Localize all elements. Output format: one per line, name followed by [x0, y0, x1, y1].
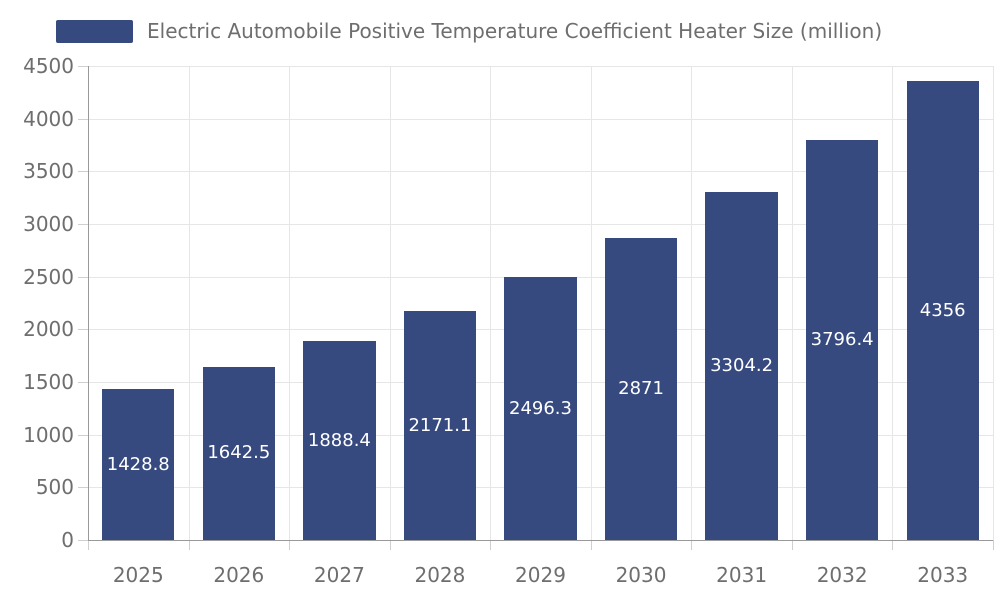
y-tick-label: 3500 [23, 159, 74, 184]
bar-value-label: 2871 [618, 377, 664, 399]
x-tick-label: 2033 [917, 563, 969, 587]
y-tick-label: 3000 [23, 212, 74, 236]
gridline-horizontal [88, 224, 993, 225]
legend-swatch [56, 19, 133, 43]
x-tick-label: 2031 [716, 563, 768, 587]
bar-value-label: 2496.3 [509, 397, 572, 419]
gridline-vertical [289, 66, 291, 540]
bar-value-label: 4356 [919, 299, 966, 321]
y-tick-label: 1000 [23, 422, 74, 447]
x-tick-label: 2030 [615, 563, 667, 587]
legend-label: Electric Automobile Positive Temperature… [147, 19, 883, 43]
x-tick-label: 2032 [816, 563, 868, 587]
bar-value-label: 1888.4 [307, 429, 371, 451]
y-axis-tick [78, 487, 88, 489]
gridline-vertical [993, 66, 994, 540]
y-axis-line [88, 66, 89, 540]
x-axis-tick [188, 540, 190, 550]
x-tick-label: 2027 [313, 563, 365, 587]
gridline-vertical [791, 66, 793, 540]
x-tick-label: 2025 [112, 563, 164, 587]
bar-2032[interactable]: 3796.4 [805, 140, 879, 540]
y-axis-tick [78, 66, 88, 67]
x-axis-tick [791, 540, 793, 550]
gridline-vertical [892, 66, 894, 540]
x-axis-line [88, 540, 993, 541]
y-axis-tick [78, 329, 88, 331]
x-axis-tick [289, 540, 291, 550]
bar-2027[interactable]: 1888.4 [303, 341, 376, 540]
x-tick-label: 2026 [213, 563, 265, 587]
y-axis-tick [78, 276, 88, 278]
bar-value-label: 1642.5 [207, 442, 271, 464]
y-tick-label: 4500 [23, 54, 74, 78]
x-axis-tick [590, 540, 592, 550]
bar-2031[interactable]: 3304.2 [705, 191, 778, 540]
x-tick-label: 2029 [515, 563, 566, 587]
x-axis-tick [389, 540, 391, 550]
gridline-horizontal [88, 171, 993, 173]
gridline-vertical [490, 66, 492, 540]
y-axis-tick [78, 434, 88, 436]
y-axis-tick [78, 224, 88, 225]
y-tick-label: 2500 [23, 264, 74, 289]
y-axis-tick [78, 118, 88, 120]
x-axis-tick [892, 540, 894, 550]
bar-value-label: 2171.1 [408, 414, 472, 436]
x-tick-label: 2028 [414, 563, 466, 587]
y-axis-tick [78, 171, 88, 173]
gridline-vertical [691, 66, 693, 540]
gridline-horizontal [88, 118, 993, 120]
gridline-horizontal [88, 66, 993, 67]
bar-2028[interactable]: 2171.1 [403, 311, 477, 540]
gridline-vertical [590, 66, 592, 540]
bar-2033[interactable]: 4356 [906, 81, 979, 540]
gridline-vertical [188, 66, 190, 540]
legend-item[interactable]: Electric Automobile Positive Temperature… [56, 18, 882, 44]
y-tick-label: 500 [35, 475, 74, 500]
bar-2030[interactable]: 2871 [604, 237, 678, 540]
bar-value-label: 3304.2 [710, 354, 774, 376]
y-axis-tick [78, 540, 88, 541]
y-axis-tick [78, 382, 88, 383]
x-axis-tick [88, 540, 89, 550]
x-axis-tick [993, 540, 994, 550]
y-tick-label: 0 [61, 528, 74, 552]
bar-2026[interactable]: 1642.5 [202, 366, 276, 540]
gridline-vertical [389, 66, 391, 540]
y-tick-label: 2000 [23, 317, 74, 342]
bar-value-label: 3796.4 [810, 329, 874, 351]
y-tick-label: 1500 [23, 370, 74, 394]
x-axis-tick [691, 540, 693, 550]
x-axis-tick [490, 540, 492, 550]
bar-2025[interactable]: 1428.8 [102, 389, 175, 540]
bar-value-label: 1428.8 [106, 453, 170, 475]
bar-2029[interactable]: 2496.3 [504, 277, 577, 540]
y-tick-label: 4000 [23, 106, 74, 131]
